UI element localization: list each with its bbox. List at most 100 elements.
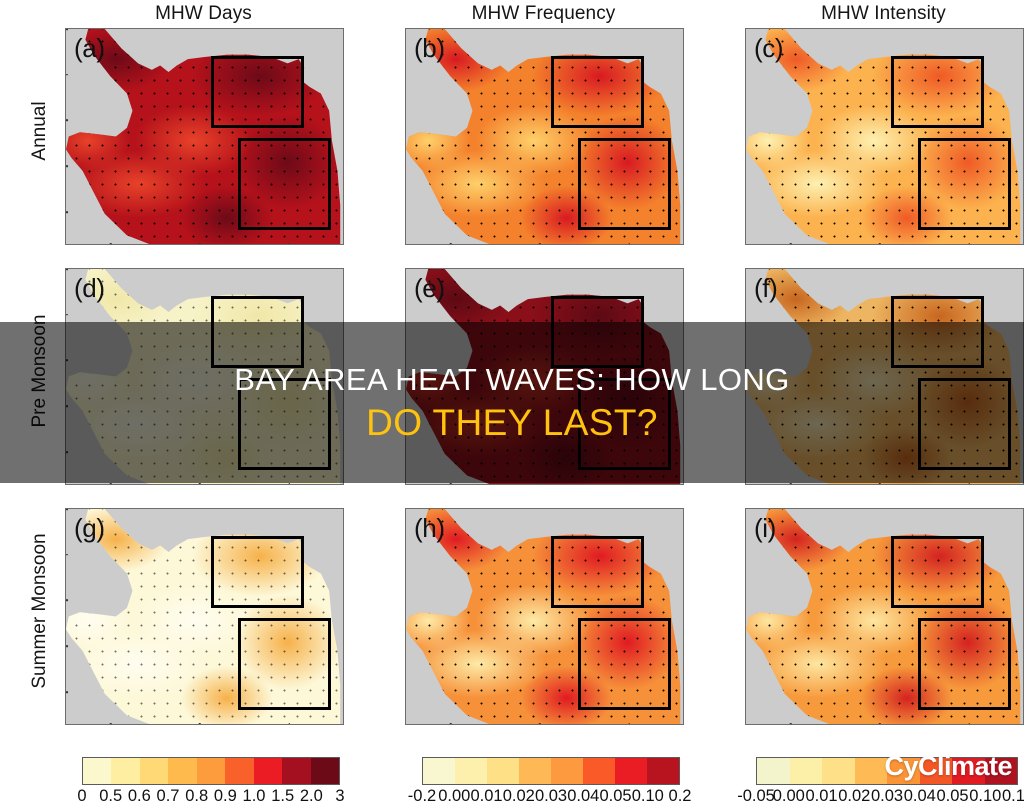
panel-tag-e: (e) xyxy=(414,273,445,303)
region-box-northern-box xyxy=(211,55,305,128)
colorbar-intensity-tick-7: 0.10 xyxy=(969,787,1002,805)
region-box-northern-box xyxy=(891,295,985,368)
panel-g: (g)3025201510506070 xyxy=(65,508,344,725)
colorbar-days-tick-7: 1.5 xyxy=(271,787,295,805)
region-box-southern-box xyxy=(917,377,1011,470)
colorbar-frequency-swatch-2 xyxy=(487,758,519,784)
column-title-mhw-intensity: MHW Intensity xyxy=(821,3,946,24)
colorbar-intensity-swatch-5 xyxy=(919,758,952,784)
colorbar-frequency-tick-6: 0.05 xyxy=(599,787,632,805)
row-label-pre-monsoon: Pre Monsoon xyxy=(29,314,50,428)
panel-e: (e)506070 xyxy=(405,268,684,485)
region-box-southern-box xyxy=(577,617,671,710)
significance-stippling xyxy=(746,509,1021,724)
panel-tag-a: (a) xyxy=(74,33,105,63)
colorbar-days-tick-3: 0.7 xyxy=(156,787,180,805)
colorbar-frequency-tick-2: 0.01 xyxy=(470,787,503,805)
region-box-northern-box xyxy=(551,535,645,608)
region-box-southern-box xyxy=(237,377,331,470)
panel-tag-b: (b) xyxy=(414,33,445,63)
region-box-northern-box xyxy=(551,295,645,368)
colorbar-frequency-ticks: -0.2 0.00 0.01 0.02 0.03 0.04 0.05 0.10 0.2 xyxy=(408,787,692,809)
colorbar-frequency-tick-1: 0.00 xyxy=(438,787,471,805)
colorbar-mhw-intensity: -0.050.000.010.020.030.040.050.100.15 Cy… xyxy=(737,751,1024,805)
column-title-mhw-frequency: MHW Frequency xyxy=(471,3,616,24)
region-box-northern-box xyxy=(891,535,985,608)
colorbar-intensity-tick-8: 0.15 xyxy=(1001,787,1024,805)
panel-tag-g: (g) xyxy=(74,513,105,543)
colorbar-intensity-swatch-0 xyxy=(757,758,790,784)
panel-d: (d)3025201510506070 xyxy=(65,268,344,485)
row-label-annual: Annual xyxy=(29,101,50,161)
panel-tag-d: (d) xyxy=(74,273,105,303)
colorbar-intensity-ticks: -0.050.000.010.020.030.040.050.100.15 xyxy=(737,787,1024,809)
colorbar-frequency-swatch-1 xyxy=(455,758,487,784)
colorbar-intensity-gradient xyxy=(756,757,1018,785)
significance-stippling xyxy=(406,509,681,724)
panel-i: (i)506070 xyxy=(745,508,1024,725)
colorbar-days-tick-5: 0.9 xyxy=(213,787,237,805)
row-label-summer-monsoon: Summer Monsoon xyxy=(29,533,50,689)
colorbar-intensity-tick-1: 0.00 xyxy=(772,787,805,805)
colorbar-intensity-tick-3: 0.02 xyxy=(838,787,871,805)
colorbar-mhw-days: 0 0.5 0.6 0.7 0.8 0.9 1.0 1.5 2.0 3 xyxy=(77,757,345,805)
cyclimate-watermark: CyClimate xyxy=(884,751,1012,781)
colorbar-intensity-swatch-4 xyxy=(887,758,920,784)
colorbar-frequency-swatch-4 xyxy=(551,758,583,784)
colorbar-intensity-swatch-7 xyxy=(984,758,1017,784)
panel-c: (c)506070 xyxy=(745,28,1024,245)
colorbar-days-ticks: 0 0.5 0.6 0.7 0.8 0.9 1.0 1.5 2.0 3 xyxy=(77,787,344,809)
region-box-northern-box xyxy=(211,535,305,608)
colorbar-days-tick-9: 3 xyxy=(335,787,345,805)
colorbar-days-swatch-8 xyxy=(310,758,339,784)
significance-stippling xyxy=(66,509,341,724)
panel-tag-i: (i) xyxy=(754,513,776,543)
colorbar-days-gradient xyxy=(82,757,340,785)
panel-tag-h: (h) xyxy=(414,513,445,543)
significance-stippling xyxy=(746,29,1021,244)
region-box-southern-box xyxy=(577,137,671,230)
colorbar-intensity-tick-2: 0.01 xyxy=(805,787,838,805)
panel-a: (a)3025201510506070 xyxy=(65,28,344,245)
panel-f: (f)506070 xyxy=(745,268,1024,485)
colorbar-days-tick-8: 2.0 xyxy=(299,787,323,805)
colorbar-frequency-tick-4: 0.03 xyxy=(534,787,568,805)
region-box-northern-box xyxy=(551,55,645,128)
colorbar-intensity-tick-0: -0.05 xyxy=(737,787,775,805)
panel-tag-c: (c) xyxy=(754,33,784,63)
colorbar-days-swatch-2 xyxy=(139,758,169,784)
colorbar-days-tick-4: 0.8 xyxy=(185,787,209,805)
colorbar-intensity-swatch-1 xyxy=(789,758,822,784)
colorbar-days-tick-0: 0 xyxy=(77,787,87,805)
colorbar-intensity-tick-6: 0.05 xyxy=(936,787,969,805)
region-box-southern-box xyxy=(917,137,1011,230)
region-box-southern-box xyxy=(237,137,331,230)
colorbar-frequency-tick-7: 0.10 xyxy=(631,787,664,805)
significance-stippling xyxy=(406,29,681,244)
region-box-southern-box xyxy=(917,617,1011,710)
colorbar-intensity-swatch-6 xyxy=(952,758,985,784)
colorbar-frequency-gradient xyxy=(422,757,680,785)
colorbar-intensity-tick-5: 0.04 xyxy=(903,787,936,805)
colorbar-frequency-swatch-7 xyxy=(647,758,679,784)
colorbar-days-tick-6: 1.0 xyxy=(242,787,266,805)
colorbar-days-swatch-3 xyxy=(168,758,197,784)
colorbar-frequency-tick-3: 0.02 xyxy=(502,787,535,805)
region-box-northern-box xyxy=(211,295,305,368)
colorbar-frequency-swatch-6 xyxy=(615,758,647,784)
colorbar-intensity-swatch-3 xyxy=(854,758,887,784)
colorbar-frequency-swatch-3 xyxy=(519,758,551,784)
colorbar-frequency-swatch-5 xyxy=(583,758,615,784)
colorbar-frequency-tick-0: -0.2 xyxy=(407,787,437,805)
panel-b: (b)506070 xyxy=(405,28,684,245)
colorbar-mhw-frequency: -0.2 0.00 0.01 0.02 0.03 0.04 0.05 0.10 0.2 xyxy=(408,757,691,805)
colorbar-days-swatch-0 xyxy=(83,758,112,784)
region-box-southern-box xyxy=(577,377,671,470)
colorbar-frequency-tick-5: 0.04 xyxy=(567,787,600,805)
region-box-northern-box xyxy=(891,55,985,128)
colorbar-days-swatch-1 xyxy=(111,758,140,784)
colorbar-intensity-tick-4: 0.03 xyxy=(870,787,904,805)
colorbar-days-swatch-4 xyxy=(196,758,226,784)
panel-h: (h)506070 xyxy=(405,508,684,725)
